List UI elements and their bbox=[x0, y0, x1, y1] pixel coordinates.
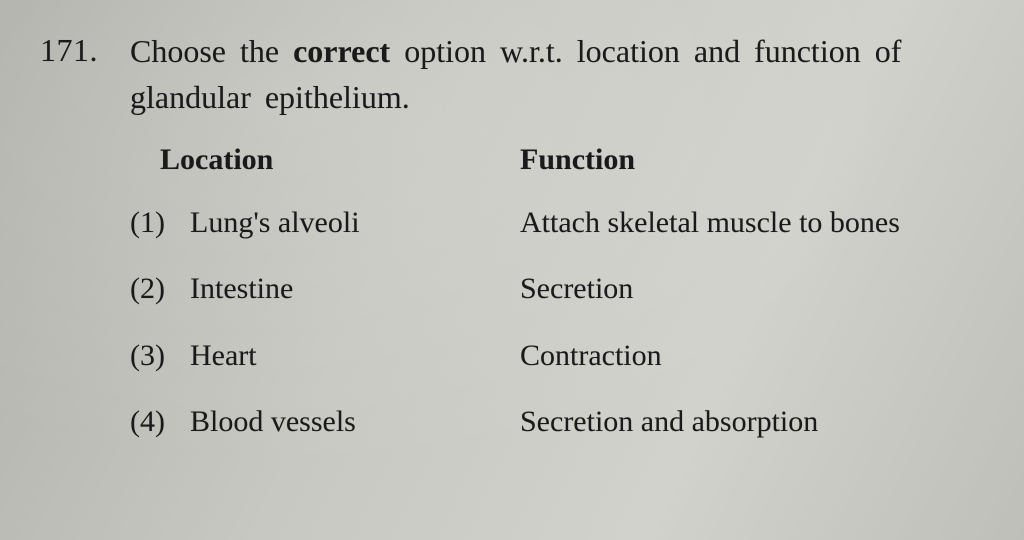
option-marker: (2) bbox=[130, 269, 190, 310]
option-marker: (1) bbox=[130, 203, 190, 244]
option-function: Secretion and absorption bbox=[520, 402, 984, 443]
column-headers: Location Function bbox=[160, 143, 984, 177]
option-row-3: (3) Heart Contraction bbox=[130, 336, 984, 377]
option-location: Blood vessels bbox=[190, 402, 520, 443]
question-page: 171. Choose the correct option w.r.t. lo… bbox=[0, 0, 1024, 540]
header-location: Location bbox=[160, 143, 520, 177]
question-text-pre: Choose the bbox=[130, 33, 293, 69]
question-text: Choose the correct option w.r.t. locatio… bbox=[130, 28, 984, 121]
question-number: 171. bbox=[40, 28, 120, 73]
question-row: 171. Choose the correct option w.r.t. lo… bbox=[40, 28, 984, 121]
option-function: Contraction bbox=[520, 336, 984, 377]
option-row-2: (2) Intestine Secretion bbox=[130, 269, 984, 310]
option-location: Lung's alveoli bbox=[190, 203, 520, 244]
option-marker: (4) bbox=[130, 402, 190, 443]
option-function: Secretion bbox=[520, 269, 984, 310]
question-text-bold: correct bbox=[293, 33, 390, 69]
option-marker: (3) bbox=[130, 336, 190, 377]
option-location: Heart bbox=[190, 336, 520, 377]
option-location: Intestine bbox=[190, 269, 520, 310]
header-function: Function bbox=[520, 143, 635, 177]
option-row-4: (4) Blood vessels Secretion and absorpti… bbox=[130, 402, 984, 443]
option-row-1: (1) Lung's alveoli Attach skeletal muscl… bbox=[130, 203, 984, 244]
option-function: Attach skeletal muscle to bones bbox=[520, 203, 984, 244]
